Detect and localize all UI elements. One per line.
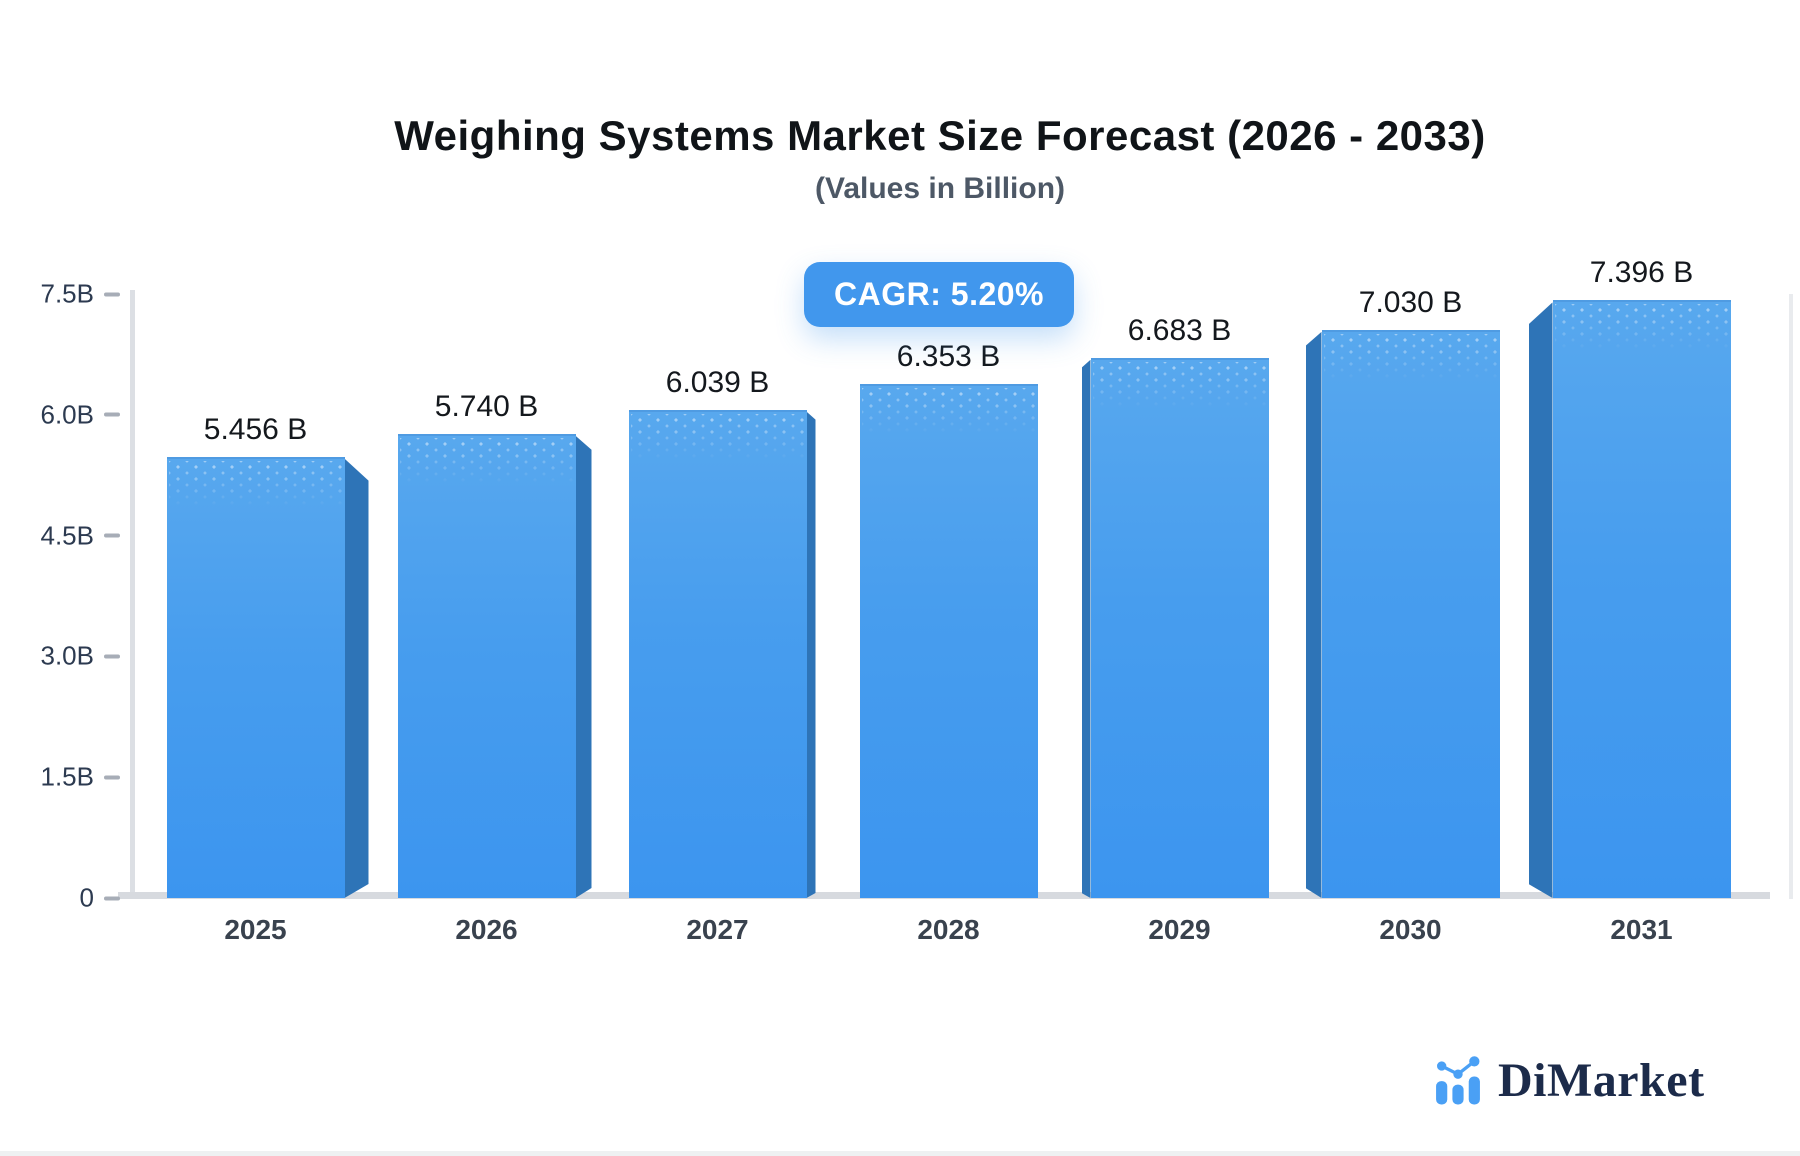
bar-value-label: 5.456 B xyxy=(203,412,308,446)
y-tick: 7.5B xyxy=(40,278,120,310)
bar-top-texture xyxy=(1323,333,1498,380)
bar-column: 7.030 B xyxy=(1295,286,1526,898)
y-tick: 6.0B xyxy=(40,399,120,430)
chart-title: Weighing Systems Market Size Forecast (2… xyxy=(394,112,1486,159)
bar-chart-logo-icon xyxy=(1436,1056,1480,1105)
bar-side-face xyxy=(576,436,592,898)
y-axis: 7.5B 6.0B 4.5B 3.0B 1.5B 0 xyxy=(0,279,120,913)
bar-value-label: 7.396 B xyxy=(1589,256,1694,290)
bars-area: 5.456 B 5.740 B 6.039 B 6.353 B 6.683 B 7.030… xyxy=(140,256,1757,898)
bar-value-label: 6.039 B xyxy=(665,365,770,399)
x-axis-label: 2026 xyxy=(455,914,518,945)
bar-top-texture xyxy=(861,388,1036,435)
bar xyxy=(166,456,345,898)
y-tick-mark xyxy=(104,292,120,296)
bar-top-texture xyxy=(1554,304,1729,351)
y-tick-label: 1.5B xyxy=(40,761,95,792)
bar-side-face xyxy=(345,459,369,898)
y-tick-mark xyxy=(104,654,120,659)
y-tick: 4.5B xyxy=(40,520,120,551)
x-axis-labels: 2025 2026 2027 2028 2029 2030 2031 xyxy=(140,914,1757,946)
bar-value-label: 7.030 B xyxy=(1358,285,1463,319)
y-axis-line xyxy=(130,290,135,899)
y-tick-mark xyxy=(104,775,120,780)
y-tick-label: 7.5B xyxy=(40,278,95,309)
logo-wordmark: DiMarket xyxy=(1498,1053,1705,1107)
bar-side-face xyxy=(1529,302,1553,898)
bar xyxy=(1322,329,1500,898)
bar-column: 5.740 B xyxy=(371,294,602,898)
x-axis-label: 2028 xyxy=(917,914,980,945)
y-tick-mark xyxy=(104,412,120,417)
y-tick: 1.5B xyxy=(40,761,120,793)
bar xyxy=(859,384,1038,898)
x-axis-label: 2031 xyxy=(1610,914,1673,945)
chart-subtitle: (Values in Billion) xyxy=(814,172,1066,205)
bar-top-texture xyxy=(168,460,343,507)
y-tick: 0 xyxy=(80,883,120,914)
bar-side-face xyxy=(1082,360,1091,898)
x-axis-label: 2025 xyxy=(224,914,287,945)
bar xyxy=(1091,357,1269,898)
cagr-badge: CAGR: 5.20% xyxy=(804,262,1074,327)
bar-top-texture xyxy=(630,413,805,460)
bar xyxy=(628,409,807,898)
y-tick-mark xyxy=(104,533,120,538)
x-axis-label: 2030 xyxy=(1379,914,1442,945)
bar xyxy=(1553,300,1731,898)
y-tick-label: 4.5B xyxy=(40,520,95,551)
cagr-badge-label: CAGR: 5.20% xyxy=(834,276,1044,312)
bottom-border xyxy=(0,1151,1800,1156)
bar-column: 5.456 B xyxy=(140,294,371,898)
x-axis-label: 2029 xyxy=(1148,914,1211,945)
bar-value-label: 6.683 B xyxy=(1127,313,1232,347)
bar-side-face xyxy=(807,412,816,898)
bar-column: 7.396 B xyxy=(1526,256,1757,898)
bar-side-face xyxy=(1306,332,1322,898)
y-tick-label: 6.0B xyxy=(40,399,95,430)
y-tick: 3.0B xyxy=(40,640,120,672)
bar-top-texture xyxy=(399,437,574,484)
bar-value-label: 6.353 B xyxy=(896,340,1001,374)
bar-column: 6.039 B xyxy=(602,294,833,898)
y-tick-mark xyxy=(104,896,120,900)
bar-column: 6.353 B xyxy=(833,294,1064,898)
bar-value-label: 5.740 B xyxy=(434,389,539,423)
bar xyxy=(397,433,576,898)
dimarket-logo: DiMarket xyxy=(1430,1052,1705,1108)
x-axis-label: 2027 xyxy=(686,914,749,945)
y-tick-label: 0 xyxy=(79,882,94,913)
bar-top-texture xyxy=(1092,361,1267,408)
plot-right-border xyxy=(1789,294,1793,899)
bar-column: 6.683 B xyxy=(1064,294,1295,898)
y-tick-label: 3.0B xyxy=(40,640,95,671)
